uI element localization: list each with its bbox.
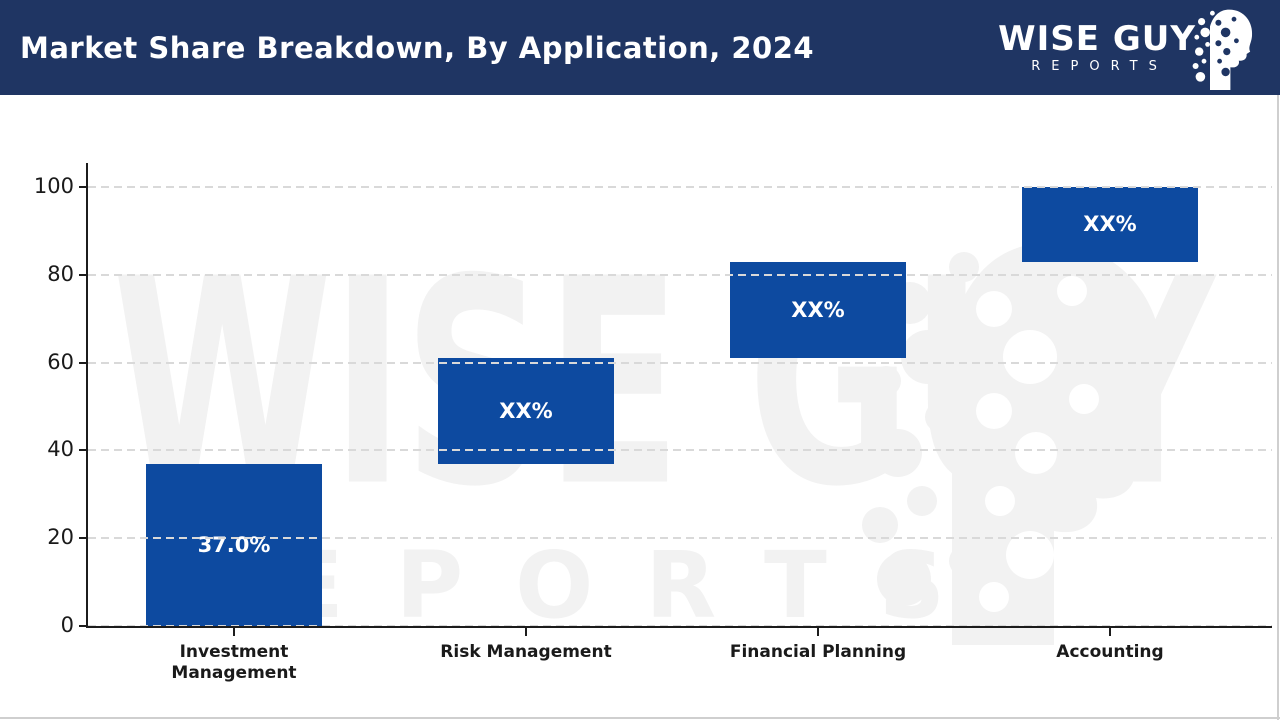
bar-value-label: XX% — [499, 398, 553, 423]
gridline — [88, 361, 1272, 364]
y-axis-tick-label: 20 — [47, 525, 74, 550]
bar-value-label: 37.0% — [197, 532, 271, 557]
y-axis-tick — [79, 273, 88, 276]
x-axis-spine — [86, 626, 1272, 628]
y-axis-tick — [79, 449, 88, 452]
x-axis-tick — [817, 628, 819, 636]
right-border-line — [1277, 95, 1279, 720]
gridline — [88, 273, 1272, 276]
page-title: Market Share Breakdown, By Application, … — [20, 30, 815, 65]
y-axis-tick-label: 40 — [47, 437, 74, 462]
bar-investment-management: 37.0% — [146, 463, 322, 626]
x-axis-category-label: Financial Planning — [729, 642, 907, 662]
y-axis-tick — [79, 186, 88, 188]
bottom-border-line — [0, 717, 1280, 719]
x-axis-tick — [525, 628, 527, 636]
y-axis-tick-label: 80 — [47, 261, 74, 286]
bar-value-label: XX% — [1083, 212, 1137, 237]
y-axis-tick-label: 100 — [33, 174, 74, 198]
x-axis-category-label: Risk Management — [440, 642, 612, 662]
brand-subname: REPORTS — [1031, 58, 1168, 74]
chart-plot-area: 0 20 40 60 80 100 37.0% XX% XX% XX% Investment Man… — [0, 95, 1280, 720]
y-axis-tick-label: 60 — [47, 349, 74, 374]
brand-head-icon — [1192, 9, 1253, 90]
brand-name: WISE GUY — [998, 19, 1196, 60]
y-axis-tick — [79, 537, 88, 540]
gridline — [88, 449, 1272, 452]
y-axis-tick — [79, 361, 88, 364]
x-axis-tick — [1109, 628, 1111, 636]
bar-financial-planning: XX% — [730, 261, 906, 359]
x-axis-category-label: Accounting — [1056, 642, 1164, 662]
x-axis-category-label: Investment Management — [171, 642, 297, 684]
y-axis-spine — [86, 163, 88, 628]
header-bar: Market Share Breakdown, By Application, … — [0, 0, 1280, 95]
bar-risk-management: XX% — [438, 358, 614, 464]
bar-accounting: XX% — [1022, 187, 1198, 262]
y-axis-tick — [79, 625, 88, 627]
y-axis-tick-label: 0 — [60, 613, 74, 637]
bar-value-label: XX% — [791, 297, 845, 322]
x-axis-tick — [233, 628, 235, 636]
brand-logo: WISE GUY REPORTS — [998, 6, 1268, 90]
brand-logo-text: WISE GUY REPORTS — [998, 19, 1196, 74]
